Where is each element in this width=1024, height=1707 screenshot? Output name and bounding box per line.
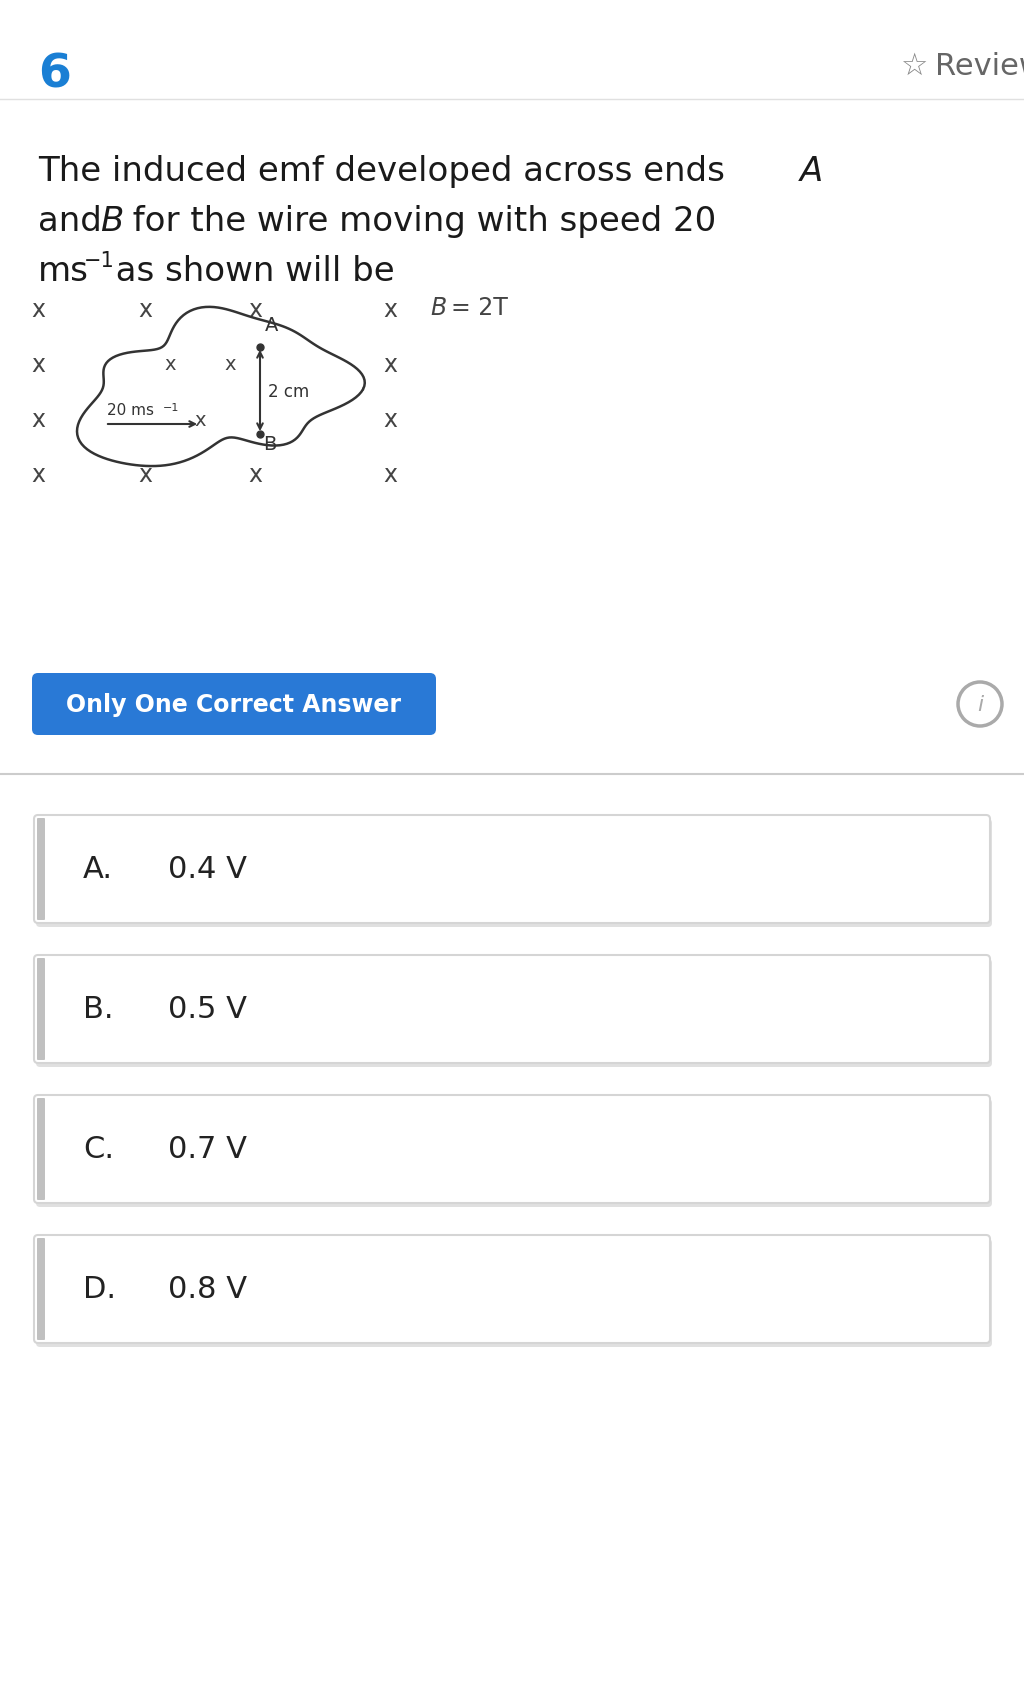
Text: x: x [224,355,236,374]
FancyBboxPatch shape [37,958,45,1060]
Text: A.: A. [83,855,113,884]
Text: x: x [138,297,152,323]
Text: x: x [31,353,45,377]
Text: B: B [263,435,276,454]
FancyBboxPatch shape [37,819,45,920]
Text: Only One Correct Answer: Only One Correct Answer [67,693,401,717]
FancyBboxPatch shape [34,1096,990,1203]
Text: 2 cm: 2 cm [268,382,309,401]
FancyBboxPatch shape [32,674,436,736]
FancyBboxPatch shape [34,956,990,1063]
Text: x: x [383,353,397,377]
Text: 0.7 V: 0.7 V [168,1135,247,1164]
Text: x: x [383,297,397,323]
Text: x: x [164,355,176,374]
Text: Review: Review [935,51,1024,80]
Text: 0.5 V: 0.5 V [168,995,247,1024]
Text: A: A [265,316,279,335]
Text: ms: ms [38,254,89,288]
FancyBboxPatch shape [34,816,990,923]
FancyBboxPatch shape [34,1236,990,1343]
Text: 6: 6 [38,51,71,97]
Text: 0.4 V: 0.4 V [168,855,247,884]
Text: for the wire moving with speed 20: for the wire moving with speed 20 [122,205,716,237]
Text: x: x [248,463,262,486]
Text: x: x [383,463,397,486]
Text: x: x [138,463,152,486]
Text: i: i [977,695,983,715]
Text: C.: C. [83,1135,114,1164]
FancyBboxPatch shape [37,1238,45,1340]
FancyBboxPatch shape [36,1239,992,1347]
Text: x: x [383,408,397,432]
Text: and: and [38,205,113,237]
Text: 0.8 V: 0.8 V [168,1275,247,1304]
FancyBboxPatch shape [36,959,992,1067]
Text: x: x [195,410,206,428]
Text: as shown will be: as shown will be [105,254,394,288]
Text: 20 ms: 20 ms [106,403,154,418]
Text: A: A [800,155,823,188]
Text: x: x [248,297,262,323]
Text: ☆: ☆ [900,51,928,80]
Text: B.: B. [83,995,114,1024]
Text: x: x [31,463,45,486]
Text: −1: −1 [163,403,179,413]
Text: x: x [31,408,45,432]
FancyBboxPatch shape [36,1099,992,1207]
FancyBboxPatch shape [36,819,992,927]
Text: B: B [430,295,446,319]
Polygon shape [77,307,365,466]
Text: x: x [31,297,45,323]
FancyBboxPatch shape [37,1098,45,1200]
Text: The induced emf developed across ends: The induced emf developed across ends [38,155,735,188]
Text: = 2T: = 2T [451,295,508,319]
Text: B: B [100,205,123,237]
Text: D.: D. [83,1275,116,1304]
Text: −1: −1 [84,251,115,271]
